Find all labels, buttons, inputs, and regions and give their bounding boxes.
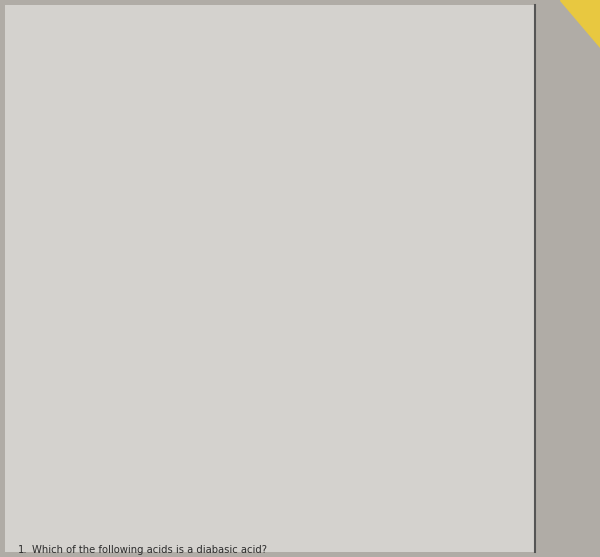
Polygon shape xyxy=(560,0,600,47)
FancyBboxPatch shape xyxy=(5,5,535,552)
Text: Which of the following acids is a diabasic acid?: Which of the following acids is a diabas… xyxy=(32,545,267,555)
Text: 1.: 1. xyxy=(18,545,28,555)
